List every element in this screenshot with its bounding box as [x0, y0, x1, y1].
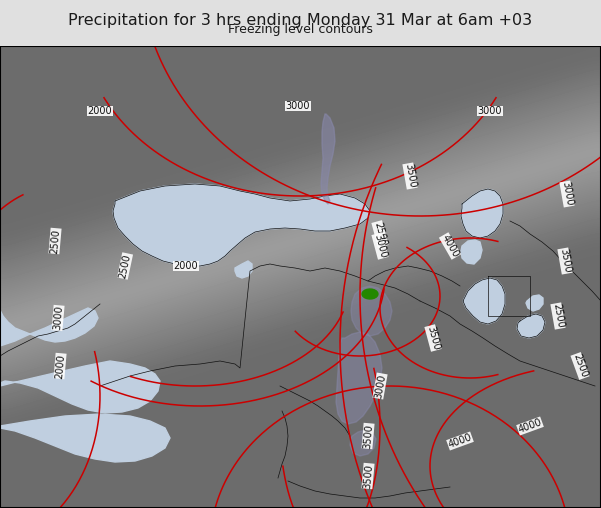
Polygon shape	[350, 430, 376, 456]
Text: 2500: 2500	[372, 221, 388, 247]
Text: 2500: 2500	[571, 353, 589, 379]
Polygon shape	[362, 289, 378, 299]
Text: 4000: 4000	[439, 233, 460, 259]
Text: 3500: 3500	[362, 463, 374, 489]
Polygon shape	[113, 184, 370, 266]
Text: 3000: 3000	[52, 305, 64, 331]
Text: 2500: 2500	[49, 228, 61, 254]
Text: 4000: 4000	[517, 417, 543, 435]
Text: 4000: 4000	[447, 432, 473, 450]
Polygon shape	[463, 278, 505, 324]
Polygon shape	[336, 332, 382, 424]
Polygon shape	[0, 361, 160, 413]
Text: 3500: 3500	[558, 248, 572, 274]
Text: 3000: 3000	[560, 181, 574, 207]
Polygon shape	[235, 261, 252, 278]
Polygon shape	[461, 240, 482, 264]
Text: 3000: 3000	[285, 101, 310, 111]
Text: 3000: 3000	[478, 106, 502, 116]
Text: 2000: 2000	[54, 353, 66, 378]
Polygon shape	[0, 308, 98, 346]
Text: 3500: 3500	[403, 163, 417, 189]
Text: 3000: 3000	[373, 373, 387, 399]
Text: 2500: 2500	[118, 253, 132, 279]
Text: 3500: 3500	[362, 423, 374, 449]
Text: 3500: 3500	[425, 325, 441, 351]
Text: 2000: 2000	[88, 106, 112, 116]
Polygon shape	[517, 314, 545, 338]
Text: 2500: 2500	[551, 303, 565, 329]
Text: Precipitation for 3 hrs ending Monday 31 Mar at 6am +03: Precipitation for 3 hrs ending Monday 31…	[69, 13, 532, 28]
Text: Freezing level contours: Freezing level contours	[228, 23, 373, 36]
Text: 3000: 3000	[372, 233, 388, 259]
Polygon shape	[526, 295, 543, 311]
Polygon shape	[461, 189, 503, 238]
Polygon shape	[351, 286, 392, 336]
Polygon shape	[321, 114, 335, 204]
Polygon shape	[0, 414, 170, 462]
Text: 2000: 2000	[174, 261, 198, 271]
